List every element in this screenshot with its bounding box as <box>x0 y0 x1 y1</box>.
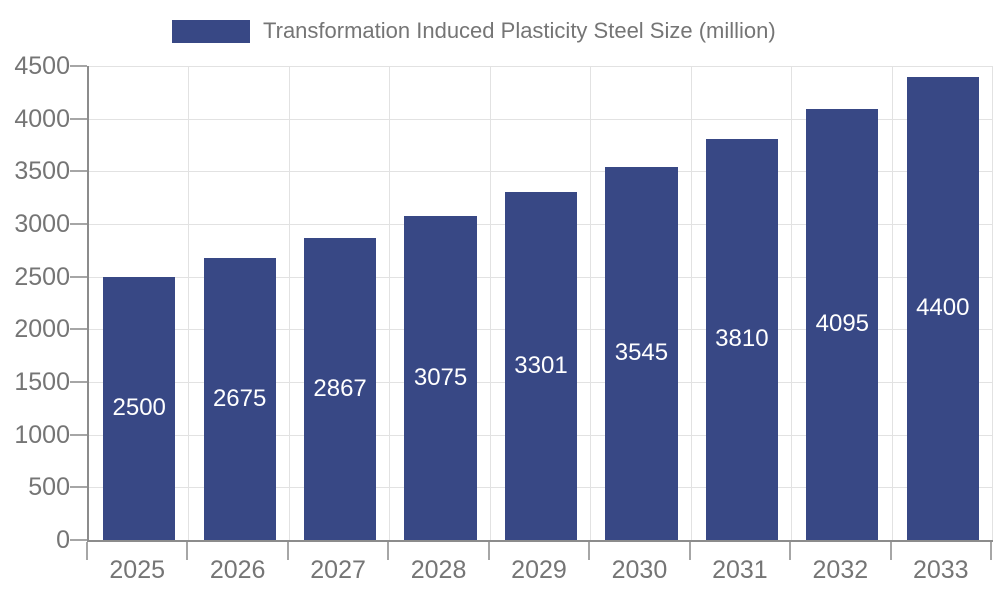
x-axis-tick <box>286 542 289 560</box>
y-tick-label: 2500 <box>14 262 70 291</box>
bar-value-label: 2500 <box>112 394 166 422</box>
legend-swatch <box>172 19 250 43</box>
x-axis-tick <box>789 542 792 560</box>
x-tick-label: 2031 <box>712 556 768 584</box>
bar-2032[interactable]: 4095 <box>806 108 879 540</box>
x-axis-tick <box>86 542 88 560</box>
bar-2027[interactable]: 2867 <box>303 238 377 540</box>
y-tick-label: 4000 <box>14 104 70 133</box>
v-gridline <box>188 66 190 540</box>
y-tick-label: 1000 <box>14 420 70 449</box>
bar-2029[interactable]: 3301 <box>504 192 578 540</box>
x-tick-label: 2032 <box>812 556 869 584</box>
v-gridline <box>992 66 993 540</box>
bar-value-label: 2675 <box>212 385 267 413</box>
y-axis-tick <box>70 275 87 278</box>
y-tick-label: 0 <box>56 526 70 554</box>
legend-label: Transformation Induced Plasticity Steel … <box>263 18 776 43</box>
h-gridline <box>89 118 993 120</box>
x-axis-tick <box>186 542 189 560</box>
bar-value-label: 3075 <box>413 364 468 392</box>
bar-2030[interactable]: 3545 <box>605 166 678 540</box>
v-gridline <box>891 66 893 540</box>
x-tick-label: 2028 <box>410 556 467 584</box>
x-tick-label: 2027 <box>310 556 366 584</box>
y-tick-label: 2000 <box>14 315 70 344</box>
bar-value-label: 4095 <box>815 310 870 338</box>
x-tick-label: 2033 <box>912 556 969 584</box>
y-axis-tick <box>70 328 87 331</box>
x-axis-tick <box>588 542 591 560</box>
bar-2033[interactable]: 4400 <box>906 76 979 540</box>
h-gridline <box>89 66 993 67</box>
bar-value-label: 2867 <box>313 375 367 402</box>
v-gridline <box>590 66 592 540</box>
y-axis-tick <box>70 117 87 120</box>
bar-value-label: 3545 <box>614 339 669 367</box>
x-tick-label: 2030 <box>611 556 668 584</box>
x-tick-label: 2026 <box>209 556 266 584</box>
v-gridline <box>389 66 391 540</box>
v-gridline <box>489 66 491 540</box>
y-tick-label: 3500 <box>14 157 70 186</box>
bar-value-label: 4400 <box>916 294 970 322</box>
y-tick-label: 1500 <box>14 368 70 396</box>
bar-value-label: 3301 <box>514 352 568 380</box>
x-tick-label: 2029 <box>511 556 567 584</box>
y-axis-tick <box>70 539 87 541</box>
v-gridline <box>791 66 793 540</box>
y-tick-label: 500 <box>28 473 70 502</box>
bar-2025[interactable]: 2500 <box>103 276 176 540</box>
x-tick-label: 2025 <box>109 556 166 584</box>
y-axis-tick <box>70 223 87 225</box>
v-gridline <box>288 66 290 540</box>
bar-2026[interactable]: 2675 <box>203 258 276 540</box>
legend-item[interactable]: Transformation Induced Plasticity Steel … <box>172 18 776 44</box>
bar-2031[interactable]: 3810 <box>705 138 779 540</box>
v-gridline <box>690 66 692 540</box>
y-axis-tick <box>70 170 87 173</box>
bar-value-label: 3810 <box>715 325 769 353</box>
bar-2028[interactable]: 3075 <box>404 216 477 540</box>
y-tick-label: 3000 <box>14 210 70 238</box>
plot-area: 2500 2675 2867 3075 3301 3545 3810 4095 4400 <box>87 66 993 542</box>
x-axis-tick <box>688 542 691 560</box>
x-axis-tick <box>889 542 892 560</box>
y-axis-tick <box>70 65 87 67</box>
x-axis-tick <box>387 542 390 560</box>
x-axis-tick <box>990 542 992 560</box>
y-tick-label: 4500 <box>14 52 70 80</box>
y-axis-tick <box>70 381 87 383</box>
y-axis-tick <box>70 486 87 489</box>
x-axis-tick <box>487 542 490 560</box>
h-gridline <box>89 171 993 173</box>
y-axis-tick <box>70 433 87 436</box>
